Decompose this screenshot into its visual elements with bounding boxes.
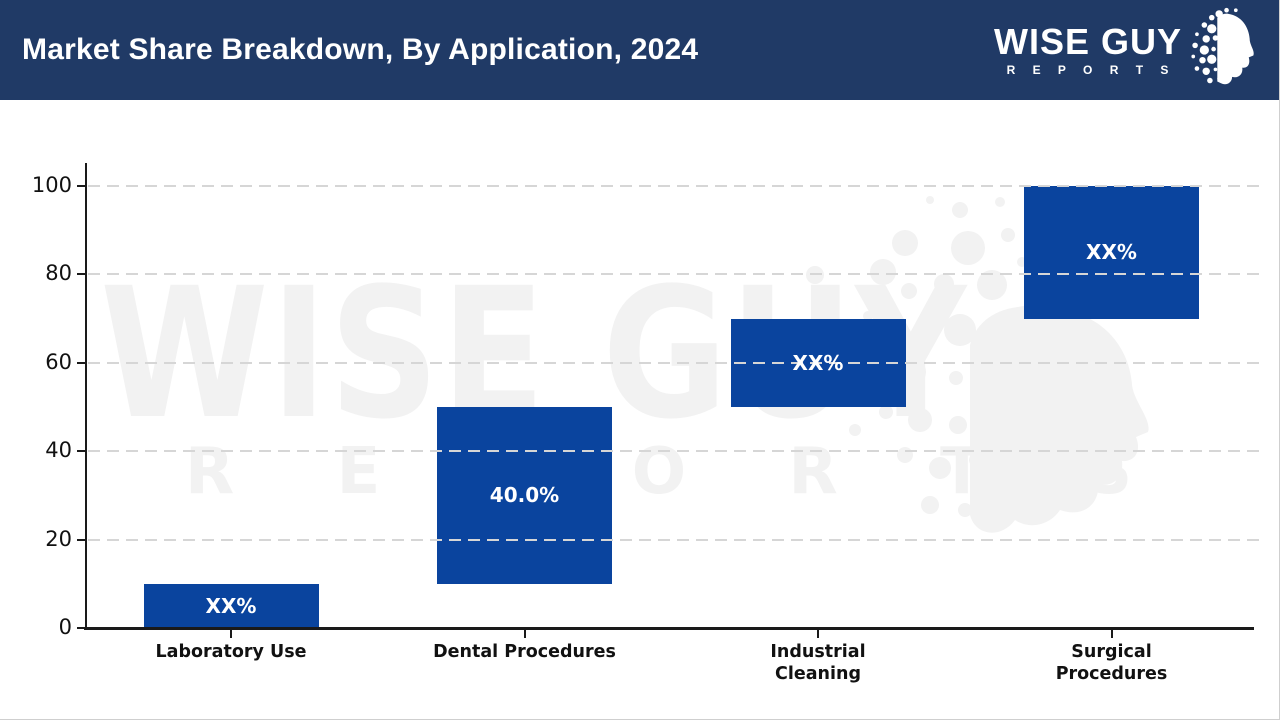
gridline bbox=[88, 185, 1262, 187]
x-tick-mark bbox=[230, 630, 232, 638]
bar-value-label: XX% bbox=[792, 350, 844, 375]
header: Market Share Breakdown, By Application, … bbox=[0, 0, 1279, 100]
chart-area: WISE GUY R E P O R T S bbox=[0, 100, 1279, 719]
bar-value-label: XX% bbox=[1086, 240, 1137, 265]
y-axis bbox=[85, 163, 87, 630]
x-category-label: Dental Procedures bbox=[433, 642, 616, 662]
bar bbox=[437, 407, 612, 584]
y-tick-label: 20 bbox=[45, 526, 72, 551]
y-tick-mark bbox=[77, 627, 85, 629]
bar-value-label: XX% bbox=[205, 593, 257, 618]
gridline bbox=[88, 538, 1262, 541]
x-tick-mark bbox=[1110, 630, 1113, 638]
y-tick-mark bbox=[77, 185, 85, 187]
y-tick-label: 80 bbox=[45, 261, 72, 286]
bar-value-label: 40.0% bbox=[489, 483, 560, 508]
y-tick-mark bbox=[77, 450, 85, 453]
x-category-label: Industrial Cleaning bbox=[770, 642, 866, 684]
brand-logo: WISE GUY R E P O R T S bbox=[994, 6, 1258, 94]
bar bbox=[1024, 186, 1199, 319]
wise-guy-face-logo-icon bbox=[1191, 7, 1254, 85]
gridline bbox=[88, 450, 1262, 453]
logo-wordmark-line2: R E P O R T S bbox=[1006, 62, 1176, 77]
logo-wordmark-line1: WISE GUY bbox=[993, 20, 1182, 62]
y-tick-label: 0 bbox=[58, 615, 72, 639]
x-tick-mark bbox=[817, 630, 819, 638]
y-tick-mark bbox=[77, 538, 85, 541]
gridline bbox=[88, 273, 1262, 276]
y-tick-mark bbox=[77, 361, 85, 364]
bar bbox=[143, 583, 319, 628]
y-tick-label: 100 bbox=[31, 173, 72, 197]
y-tick-mark bbox=[77, 273, 85, 276]
gridline bbox=[88, 361, 1262, 364]
logo-wordmark: WISE GUY R E P O R T S bbox=[993, 20, 1182, 77]
x-category-label: Laboratory Use bbox=[155, 642, 307, 662]
x-tick-mark bbox=[523, 630, 526, 638]
page-title: Market Share Breakdown, By Application, … bbox=[22, 33, 699, 66]
x-category-label: Surgical Procedures bbox=[1055, 642, 1168, 684]
y-tick-label: 60 bbox=[45, 349, 72, 374]
x-axis bbox=[84, 627, 1254, 630]
y-tick-label: 40 bbox=[45, 438, 72, 463]
